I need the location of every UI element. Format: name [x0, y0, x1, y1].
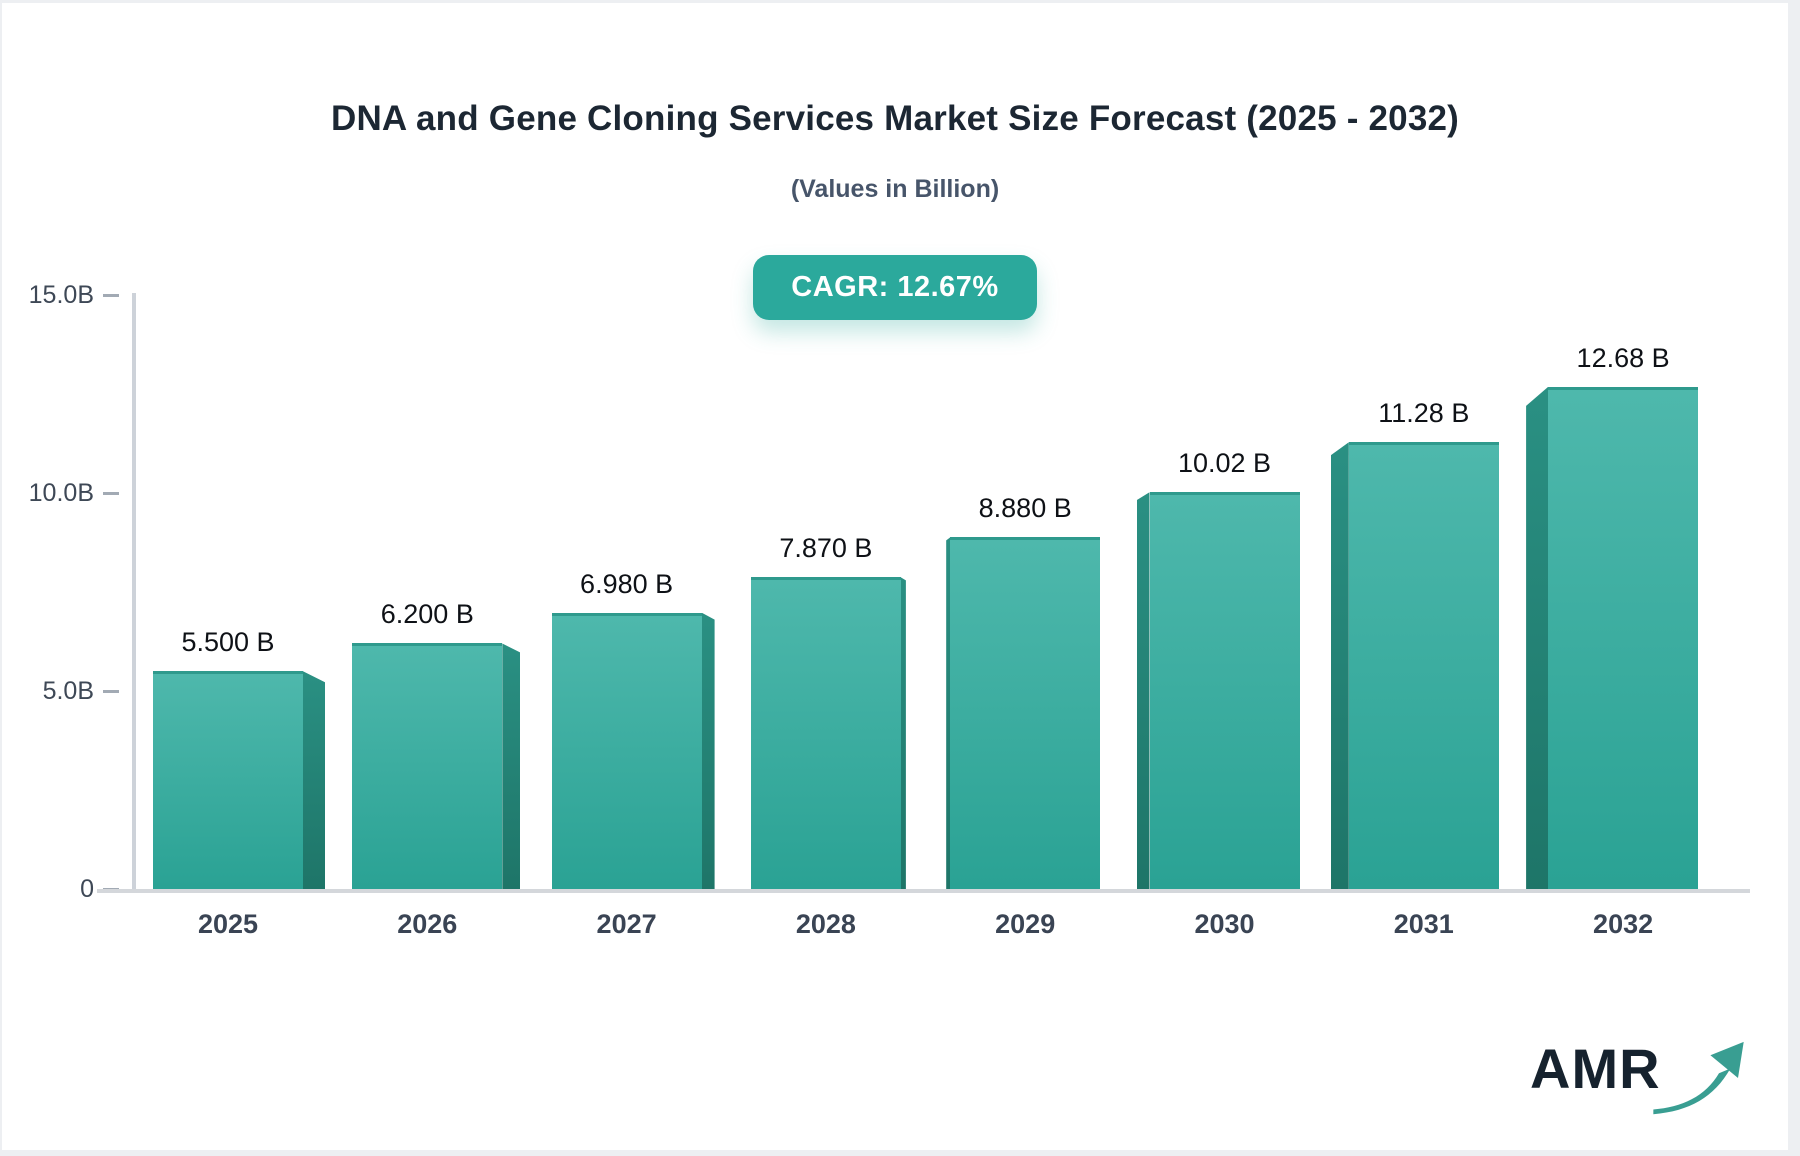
bar-value-label: 11.28 B [1378, 398, 1470, 429]
bar-chart-plot: 0 5.0B 10.0B 15.0B 5.500 B 2025 6.200 B 2026 6.9… [2, 3, 1788, 1150]
bar-side [1330, 442, 1349, 889]
bar-value-label: 6.200 B [380, 599, 474, 630]
bar-side [502, 643, 521, 889]
growth-arrow-icon [1652, 1041, 1744, 1115]
y-tick-label: 15.0B [28, 280, 94, 309]
bar-value-label: 12.68 B [1576, 342, 1670, 373]
bar-side [303, 671, 325, 889]
bar-side [946, 537, 951, 889]
x-tick-label: 2026 [397, 909, 458, 939]
x-tick-label: 2027 [596, 909, 657, 939]
bar-side [900, 577, 906, 889]
bar-value-label: 10.02 B [1177, 448, 1272, 479]
bar-2032 [1548, 386, 1699, 889]
cagr-badge-wrap: CAGR: 12.67% [2, 255, 1788, 320]
amr-logo-text: AMR [1530, 1037, 1661, 1100]
bar-2025 [153, 671, 303, 889]
chart-subtitle: (Values in Billion) [790, 175, 1000, 203]
bar-side [1526, 386, 1549, 889]
y-tick [103, 689, 119, 693]
x-tick-label: 2030 [1194, 909, 1255, 939]
y-tick [103, 491, 119, 495]
x-tick-label: 2032 [1593, 909, 1654, 939]
y-axis-line [132, 293, 136, 891]
y-tick [103, 293, 119, 297]
bar-value-label: 5.500 B [181, 627, 275, 658]
x-tick-label: 2031 [1393, 909, 1454, 939]
chart-card: DNA and Gene Cloning Services Market Siz… [2, 3, 1788, 1150]
bar-2026 [352, 643, 503, 889]
x-tick-label: 2029 [995, 909, 1056, 939]
bar-value-label: 7.870 B [779, 533, 873, 564]
cagr-badge: CAGR: 12.67% [753, 255, 1037, 320]
bar-side [701, 612, 715, 889]
bar-2029 [950, 537, 1101, 889]
y-tick-label: 5.0B [42, 676, 94, 705]
bar-2027 [551, 612, 702, 889]
amr-logo: AMR [1530, 1038, 1747, 1118]
x-axis-line [97, 889, 1750, 893]
bar-value-label: 6.980 B [580, 568, 674, 599]
y-tick-label: 10.0B [28, 478, 94, 507]
chart-title: DNA and Gene Cloning Services Market Siz… [330, 99, 1460, 138]
bar-side [1136, 492, 1150, 889]
x-tick-label: 2028 [795, 909, 856, 939]
y-tick-label: 0 [80, 874, 94, 903]
bar-2028 [750, 577, 901, 889]
bar-2031 [1348, 442, 1499, 889]
x-tick-label: 2025 [197, 909, 259, 939]
bar-2030 [1149, 492, 1300, 889]
bar-value-label: 8.880 B [978, 493, 1072, 524]
